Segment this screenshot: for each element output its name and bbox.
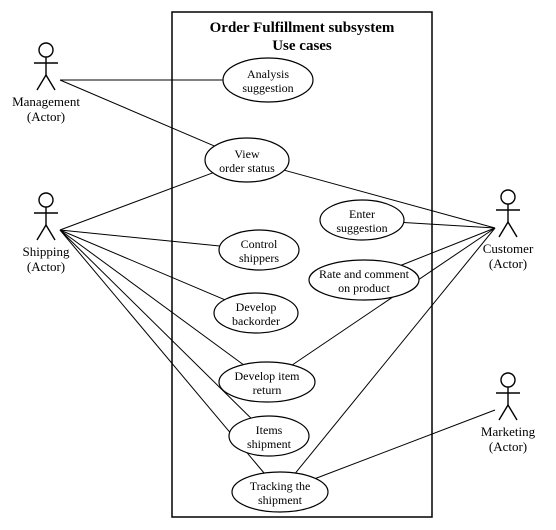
usecase-items-label-line2: shipment [247, 437, 292, 451]
usecase-analysis: Analysissuggestion [223, 58, 313, 102]
usecase-analysis-label-line2: suggestion [242, 81, 293, 95]
usecase-rate: Rate and commenton product [309, 260, 419, 300]
actor-customer-label-line2: (Actor) [489, 256, 527, 271]
actor-marketing: Marketing(Actor) [481, 373, 536, 454]
diagram-title-line1: Order Fulfillment subsystem [210, 20, 395, 36]
usecase-control-label-line1: Control [241, 237, 278, 251]
usecase-backorder-label-line1: Develop [236, 300, 277, 314]
usecase-return-label-line2: return [253, 383, 282, 397]
edge-management-view [60, 80, 214, 146]
usecase-view-label-line2: order status [219, 161, 275, 175]
actor-customer-label-line1: Customer [483, 241, 534, 256]
actor-shipping-label-line2: (Actor) [27, 259, 65, 274]
actor-management-label-line2: (Actor) [27, 109, 65, 124]
usecase-control: Controlshippers [219, 230, 299, 270]
actor-customer: Customer(Actor) [483, 190, 534, 271]
edge-shipping-return [60, 230, 243, 365]
actor-management-leg-left-icon [37, 75, 46, 90]
actor-management-label-line1: Management [12, 94, 80, 109]
actor-customer-leg-left-icon [499, 222, 508, 237]
usecase-enter-label-line1: Enter [349, 207, 375, 221]
actor-shipping-head-icon [39, 193, 53, 207]
usecase-tracking: Tracking theshipment [232, 472, 328, 512]
diagram-title-line2: Use cases [272, 38, 332, 54]
usecase-control-label-line2: shippers [239, 251, 279, 265]
actor-shipping-label-line1: Shipping [23, 244, 70, 259]
edge-customer-enter [404, 223, 495, 228]
usecase-rate-label-line2: on product [338, 281, 390, 295]
actor-marketing-label-line1: Marketing [481, 424, 536, 439]
actor-marketing-head-icon [501, 373, 515, 387]
usecase-tracking-label-line2: shipment [258, 493, 303, 507]
actor-marketing-leg-right-icon [508, 405, 517, 420]
actor-marketing-label-line2: (Actor) [489, 439, 527, 454]
actor-customer-head-icon [501, 190, 515, 204]
edge-shipping-backorder [60, 230, 225, 300]
usecase-items: Itemsshipment [229, 416, 309, 456]
actor-management-leg-right-icon [46, 75, 55, 90]
usecase-enter-label-line2: suggestion [336, 221, 387, 235]
actor-marketing-leg-left-icon [499, 405, 508, 420]
usecase-enter: Entersuggestion [320, 200, 404, 240]
usecase-view: Vieworder status [205, 138, 289, 182]
usecase-return: Develop itemreturn [219, 362, 315, 402]
usecase-backorder-label-line2: backorder [232, 314, 280, 328]
edge-marketing-tracking [315, 410, 495, 478]
usecase-analysis-label-line1: Analysis [247, 67, 289, 81]
usecase-return-label-line1: Develop item [235, 369, 301, 383]
actor-shipping-leg-right-icon [46, 225, 55, 240]
usecase-rate-label-line1: Rate and comment [319, 267, 410, 281]
actor-customer-leg-right-icon [508, 222, 517, 237]
use-case-diagram: Order Fulfillment subsystem Use cases Anal… [0, 0, 556, 530]
edge-shipping-control [60, 230, 220, 246]
usecase-items-label-line1: Items [256, 423, 283, 437]
usecase-tracking-label-line1: Tracking the [250, 479, 311, 493]
usecase-backorder: Developbackorder [214, 293, 298, 333]
usecase-view-label-line1: View [234, 147, 260, 161]
actor-management-head-icon [39, 43, 53, 57]
actor-shipping-leg-left-icon [37, 225, 46, 240]
actor-management: Management(Actor) [12, 43, 80, 124]
edge-shipping-view [60, 173, 213, 230]
